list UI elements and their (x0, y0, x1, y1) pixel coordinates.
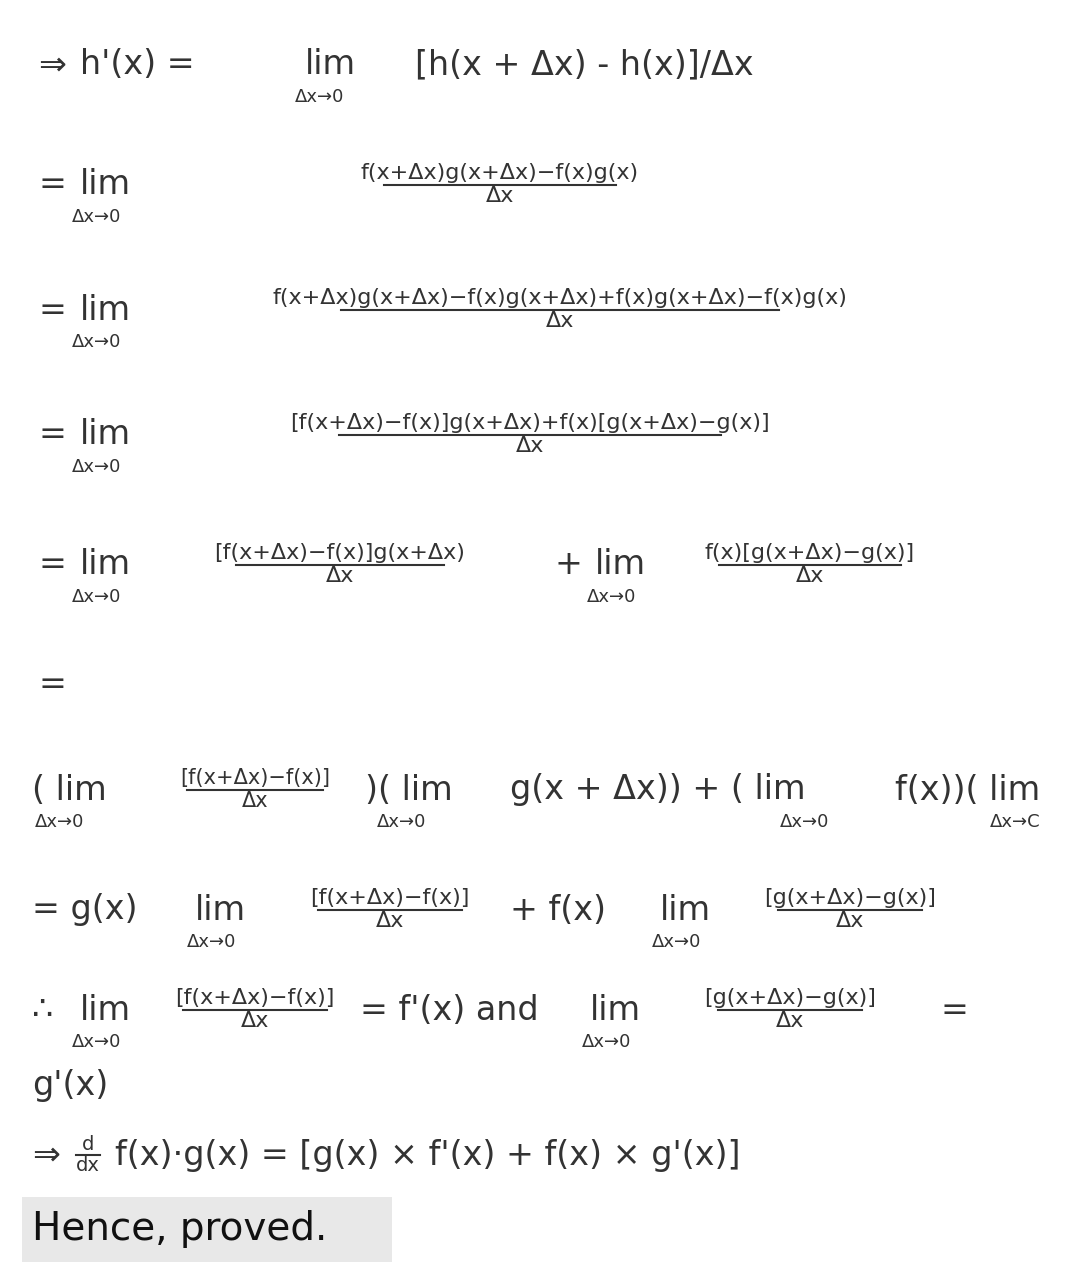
Text: Δx: Δx (376, 911, 404, 931)
Text: Hence, proved.: Hence, proved. (32, 1210, 327, 1248)
Text: =: = (38, 169, 66, 201)
Text: =: = (38, 418, 66, 451)
Text: + f(x): + f(x) (510, 893, 606, 926)
Text: Δx→0: Δx→0 (780, 813, 829, 831)
Text: lim: lim (80, 993, 131, 1026)
Text: = g(x): = g(x) (32, 893, 137, 926)
Text: Δx: Δx (796, 566, 824, 587)
Text: h'(x) =: h'(x) = (80, 48, 205, 81)
Text: Δx→0: Δx→0 (187, 933, 237, 952)
Text: [h(x + Δx) - h(x)]/Δx: [h(x + Δx) - h(x)]/Δx (415, 48, 754, 81)
Text: ⇒: ⇒ (38, 48, 66, 81)
Text: [g(x+Δx)−g(x)]: [g(x+Δx)−g(x)] (704, 988, 876, 1009)
Text: Δx: Δx (545, 312, 575, 331)
Text: [f(x+Δx)−f(x)]: [f(x+Δx)−f(x)] (175, 988, 335, 1009)
Text: =: = (38, 294, 66, 327)
Text: lim: lim (660, 893, 711, 926)
Text: Δx→0: Δx→0 (377, 813, 427, 831)
Text: ∴: ∴ (32, 993, 53, 1026)
Text: f(x+Δx)g(x+Δx)−f(x)g(x+Δx)+f(x)g(x+Δx)−f(x)g(x): f(x+Δx)g(x+Δx)−f(x)g(x+Δx)+f(x)g(x+Δx)−f… (272, 289, 848, 308)
Text: [f(x+Δx)−f(x)]g(x+Δx)+f(x)[g(x+Δx)−g(x)]: [f(x+Δx)−f(x)]g(x+Δx)+f(x)[g(x+Δx)−g(x)] (291, 413, 770, 433)
Text: f(x))( lim: f(x))( lim (895, 773, 1040, 807)
Text: Δx→C: Δx→C (990, 813, 1041, 831)
Text: lim: lim (80, 294, 131, 327)
Text: d: d (82, 1134, 94, 1153)
Text: Δx→0: Δx→0 (652, 933, 701, 952)
Text: Δx→0: Δx→0 (588, 588, 636, 606)
Text: [f(x+Δx)−f(x)]g(x+Δx): [f(x+Δx)−f(x)]g(x+Δx) (215, 544, 465, 564)
Text: )( lim: )( lim (365, 773, 453, 807)
Text: Δx: Δx (486, 186, 514, 207)
Text: [f(x+Δx)−f(x)]: [f(x+Δx)−f(x)] (310, 888, 470, 908)
Text: [g(x+Δx)−g(x)]: [g(x+Δx)−g(x)] (764, 888, 936, 908)
Text: ( lim: ( lim (32, 773, 107, 807)
Text: Δx→0: Δx→0 (72, 208, 121, 226)
Text: lim: lim (595, 549, 646, 582)
Text: lim: lim (80, 418, 131, 451)
Text: f(x+Δx)g(x+Δx)−f(x)g(x): f(x+Δx)g(x+Δx)−f(x)g(x) (361, 163, 639, 184)
Text: f(x)·g(x) = [g(x) × f'(x) + f(x) × g'(x)]: f(x)·g(x) = [g(x) × f'(x) + f(x) × g'(x)… (114, 1139, 741, 1172)
Text: lim: lim (80, 169, 131, 201)
Text: ⇒: ⇒ (32, 1139, 60, 1172)
Text: lim: lim (590, 993, 642, 1026)
Text: dx: dx (76, 1157, 100, 1176)
Text: Δx→0: Δx→0 (72, 457, 121, 476)
Text: Δx→0: Δx→0 (72, 333, 121, 351)
Text: Δx→0: Δx→0 (582, 1033, 632, 1052)
Text: =: = (38, 669, 66, 702)
Text: [f(x+Δx)−f(x)]: [f(x+Δx)−f(x)] (180, 768, 330, 788)
Text: +: + (555, 549, 583, 582)
Text: g'(x): g'(x) (32, 1068, 108, 1101)
Text: Δx: Δx (326, 566, 354, 587)
Text: Δx→0: Δx→0 (295, 87, 345, 106)
Text: f(x)[g(x+Δx)−g(x)]: f(x)[g(x+Δx)−g(x)] (705, 544, 915, 564)
Text: Δx: Δx (241, 1011, 269, 1031)
Text: Δx: Δx (775, 1011, 805, 1031)
Text: Δx: Δx (836, 911, 864, 931)
Text: lim: lim (80, 549, 131, 582)
Text: Δx: Δx (242, 791, 268, 811)
Text: lim: lim (195, 893, 246, 926)
Text: =: = (940, 993, 968, 1026)
Text: = f'(x) and: = f'(x) and (360, 993, 539, 1026)
FancyBboxPatch shape (22, 1197, 392, 1262)
Text: Δx→0: Δx→0 (72, 1033, 121, 1052)
Text: =: = (38, 549, 66, 582)
Text: Δx→0: Δx→0 (35, 813, 84, 831)
Text: lim: lim (305, 48, 356, 81)
Text: g(x + Δx)) + ( lim: g(x + Δx)) + ( lim (510, 773, 806, 807)
Text: Δx: Δx (516, 436, 544, 456)
Text: Δx→0: Δx→0 (72, 588, 121, 606)
